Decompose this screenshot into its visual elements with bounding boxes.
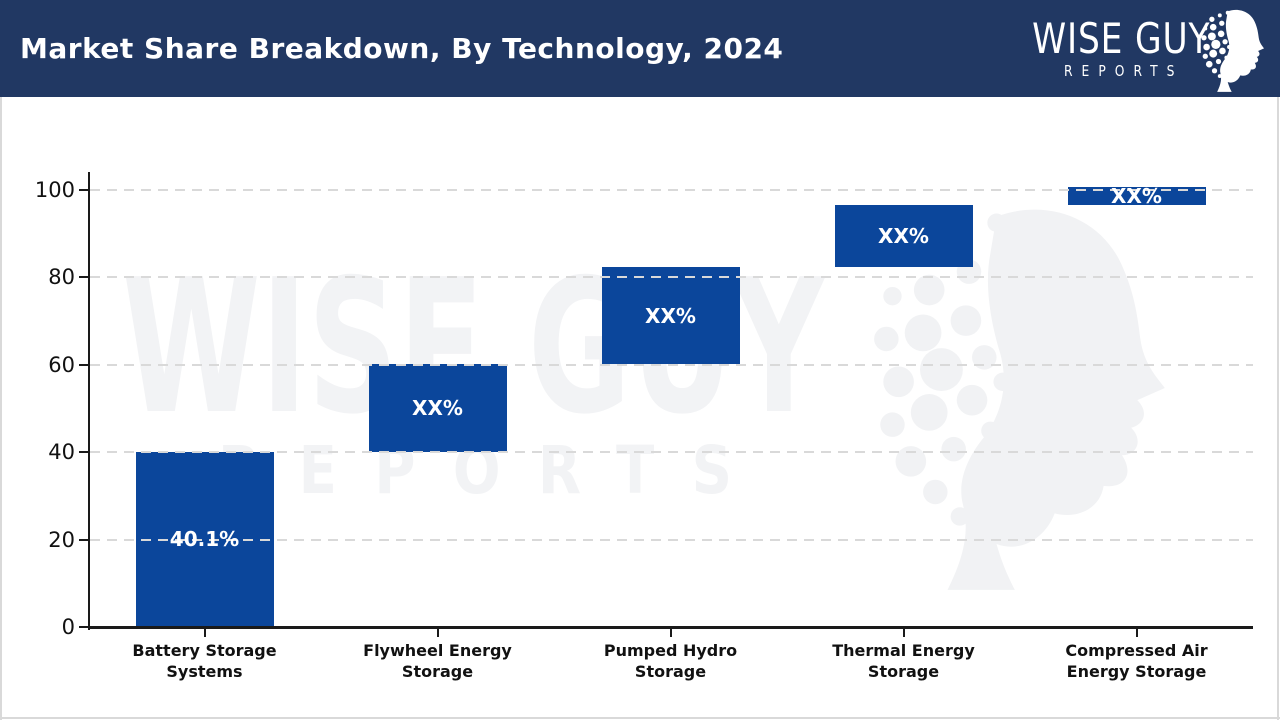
x-category-label-line: Flywheel Energy [363,641,512,660]
y-axis-line [88,172,90,630]
x-category-label: Compressed Air Energy Storage [1020,640,1253,682]
brand-logo-text: WISE GUY REPORTS [1031,13,1210,80]
gridline [90,451,1253,453]
y-tick-mark [79,188,88,191]
y-tick-mark [79,451,88,453]
x-category-label-line: Pumped Hydro [603,641,738,660]
bar-segment [834,205,973,267]
brand-logo: WISE GUY REPORTS [993,6,1280,92]
x-category-label-line: Storage [401,662,474,681]
y-tick-mark [79,276,88,278]
x-axis-line [88,626,1253,629]
x-tick-mark [1135,629,1138,637]
bar-segment [368,364,507,452]
x-category-label-line: Storage [867,662,940,681]
bar-segment [1067,187,1206,206]
bar-value-label: XX% [878,224,929,249]
gridline [90,538,1253,541]
x-tick-mark [669,629,672,637]
x-category-label-line: Energy Storage [1066,662,1207,681]
x-category-label: Thermal Energy Storage [787,640,1020,682]
x-category-label-line: Storage [634,662,707,681]
y-tick-label: 20 [48,527,75,552]
page-border-bottom [0,717,1280,719]
x-category-label: Pumped Hydro Storage [554,640,787,682]
bar-value-label: XX% [1111,184,1162,209]
x-category-label-line: Thermal Energy [832,641,975,660]
bar-value-label: 40.1% [169,527,240,552]
y-tick-mark [79,626,88,628]
y-tick-label: 100 [34,177,75,202]
gridline [90,363,1253,366]
bar-segment [601,266,740,365]
y-tick-label: 60 [48,352,75,377]
header-bar: Market Share Breakdown, By Technology, 2… [0,0,1280,97]
bar-value-label: XX% [412,395,463,420]
brand-name: WISE GUY [1031,13,1210,63]
gridline [90,276,1253,278]
x-tick-mark [203,629,206,637]
x-category-label-line: Compressed Air [1065,641,1208,660]
y-tick-mark [79,363,88,366]
x-tick-mark [436,629,439,637]
x-category-label: Flywheel Energy Storage [321,640,554,682]
x-category-label: Battery Storage Systems [88,640,321,682]
y-tick-label: 80 [48,265,75,289]
x-tick-mark [902,629,905,637]
brand-subname: REPORTS [1063,61,1184,80]
y-tick-mark [79,538,88,541]
x-category-label-line: Systems [166,662,243,681]
page-title: Market Share Breakdown, By Technology, 2… [20,32,784,65]
gridline [90,188,1253,191]
x-category-label-line: Battery Storage [132,641,277,660]
y-tick-label: 40 [48,440,75,464]
bar-value-label: XX% [645,303,696,328]
page-border-left [0,97,2,720]
y-tick-label: 0 [61,615,75,639]
page-border-right [1277,97,1279,720]
